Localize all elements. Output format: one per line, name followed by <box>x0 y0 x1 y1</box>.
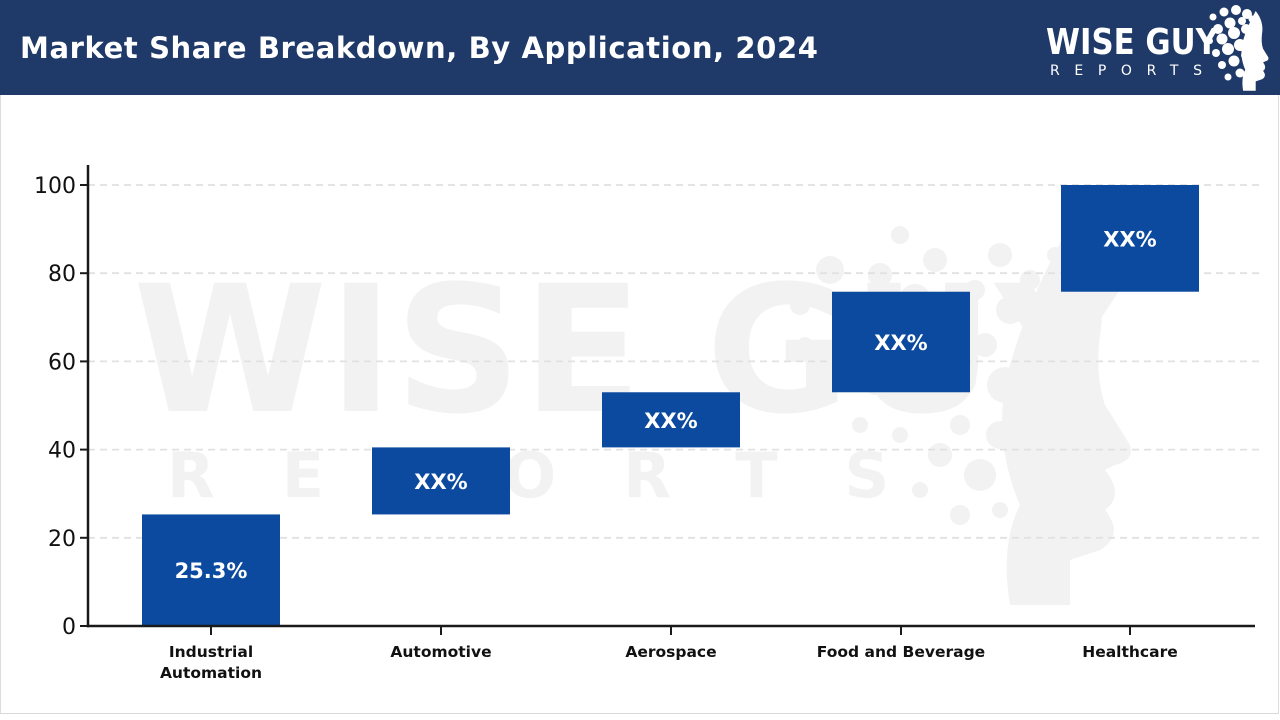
x-category-label-industrial-automation: Industrial <box>169 643 253 661</box>
bar-value-label-automotive: XX% <box>414 470 467 494</box>
bar-food-and-beverage <box>832 291 970 393</box>
y-tick-label-80: 80 <box>48 262 76 287</box>
bar-aerospace <box>602 392 740 448</box>
bar-value-label-healthcare: XX% <box>1103 227 1156 251</box>
y-tick-label-100: 100 <box>34 174 76 199</box>
y-tick-label-60: 60 <box>48 350 76 375</box>
x-category-label-healthcare: Healthcare <box>1082 643 1178 661</box>
x-category-label-automotive: Automotive <box>390 643 491 661</box>
page-title: Market Share Breakdown, By Application, … <box>20 31 819 65</box>
bar-healthcare <box>1061 185 1199 292</box>
y-tick-label-40: 40 <box>48 439 76 464</box>
x-category-label-food-and-beverage: Food and Beverage <box>817 643 985 661</box>
y-tick-label-20: 20 <box>48 527 76 552</box>
bar-industrial-automation <box>142 514 280 626</box>
bar-value-label-food-and-beverage: XX% <box>874 331 927 355</box>
x-category-label-industrial-automation: Automation <box>160 664 262 682</box>
bar-automotive <box>372 447 510 515</box>
y-tick-label-0: 0 <box>62 615 76 640</box>
watermark-subtitle: REPORTS <box>167 439 957 512</box>
header-bar: Market Share Breakdown, By Application, … <box>0 0 1280 95</box>
bar-value-label-aerospace: XX% <box>644 409 697 433</box>
logo-face-profile <box>1241 11 1269 91</box>
wiseguy-logo: WISE GUY REPORTS <box>1046 5 1269 91</box>
chart-area: WISE GUY REPORTS <box>0 95 1280 720</box>
bar-value-label-industrial-automation: 25.3% <box>175 559 248 583</box>
watermark-face-profile <box>1002 225 1131 605</box>
waterfall-chart: 0 20 40 60 80 100 25.3% Industrial Automation XX%… <box>34 165 1259 682</box>
x-category-label-aerospace: Aerospace <box>625 643 716 661</box>
logo-wordmark: WISE GUY <box>1046 22 1219 63</box>
logo-subtitle: REPORTS <box>1050 63 1202 79</box>
